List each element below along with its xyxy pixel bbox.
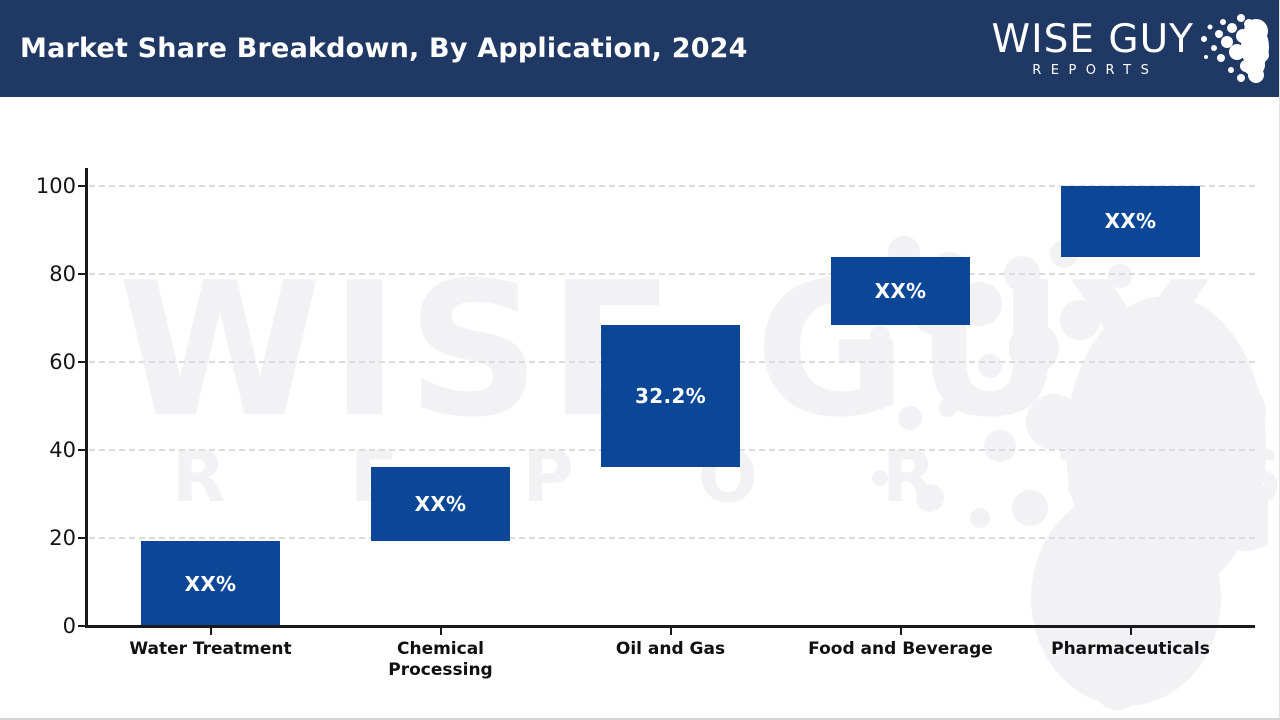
- x-category-label-line: Food and Beverage: [808, 639, 993, 659]
- x-category-label-oil-and-gas: Oil and Gas: [556, 639, 786, 660]
- gridline-20: [89, 537, 1255, 539]
- y-tick: [78, 273, 87, 275]
- logo-head-icon: [1201, 13, 1269, 83]
- bar-value-label: 32.2%: [635, 384, 706, 409]
- wiseguy-logo-text: WISE GUY REPORTS: [992, 20, 1194, 78]
- bar-value-label: XX%: [414, 491, 467, 516]
- page-title: Market Share Breakdown, By Application, …: [20, 33, 748, 64]
- x-tick: [439, 627, 442, 635]
- y-axis-line: [85, 168, 88, 628]
- bar-value-label: XX%: [874, 279, 927, 304]
- bar-pharmaceuticals: XX%: [1061, 186, 1200, 257]
- y-tick: [78, 185, 87, 187]
- y-tick: [78, 537, 87, 539]
- bar-oil-and-gas: 32.2%: [601, 325, 740, 468]
- y-tick-label: 60: [49, 350, 76, 374]
- x-category-label-food-and-beverage: Food and Beverage: [786, 639, 1016, 660]
- x-category-label-line: Oil and Gas: [615, 639, 726, 659]
- x-tick: [1129, 627, 1132, 635]
- header: Market Share Breakdown, By Application, …: [0, 0, 1279, 97]
- bar-water-treatment: XX%: [141, 541, 280, 626]
- logo-wordmark: WISE GUY: [991, 16, 1194, 62]
- y-tick-label: 40: [49, 438, 76, 462]
- x-category-label-line: Chemical: [396, 639, 485, 659]
- x-category-label-line: Pharmaceuticals: [1051, 639, 1210, 659]
- y-tick-label: 20: [49, 526, 76, 550]
- x-tick: [209, 627, 212, 635]
- bar-value-label: XX%: [1104, 209, 1157, 234]
- x-category-label-line: Processing: [388, 660, 493, 680]
- bar-food-and-beverage: XX%: [831, 256, 970, 326]
- x-category-label-water-treatment: Water Treatment: [96, 639, 326, 660]
- y-tick-label: 100: [35, 174, 76, 198]
- bar-chemical-processing: XX%: [371, 467, 510, 541]
- logo-subtitle: REPORTS: [1032, 62, 1159, 78]
- x-category-label-line: Water Treatment: [129, 639, 292, 659]
- gridline-80: [89, 273, 1255, 275]
- y-tick: [78, 449, 87, 451]
- y-tick-label: 80: [49, 262, 76, 286]
- wiseguy-logo: WISE GUY REPORTS: [992, 7, 1270, 91]
- bar-value-label: XX%: [184, 571, 237, 596]
- x-axis-line: [85, 625, 1255, 628]
- x-tick: [669, 627, 672, 635]
- y-tick: [78, 625, 87, 627]
- x-category-label-chemical-processing: Chemical Processing: [326, 639, 556, 681]
- gridline-100: [89, 185, 1255, 187]
- x-tick: [899, 627, 902, 635]
- y-tick-label: 0: [62, 614, 76, 638]
- x-category-label-pharmaceuticals: Pharmaceuticals: [1016, 639, 1246, 660]
- y-tick: [78, 361, 87, 363]
